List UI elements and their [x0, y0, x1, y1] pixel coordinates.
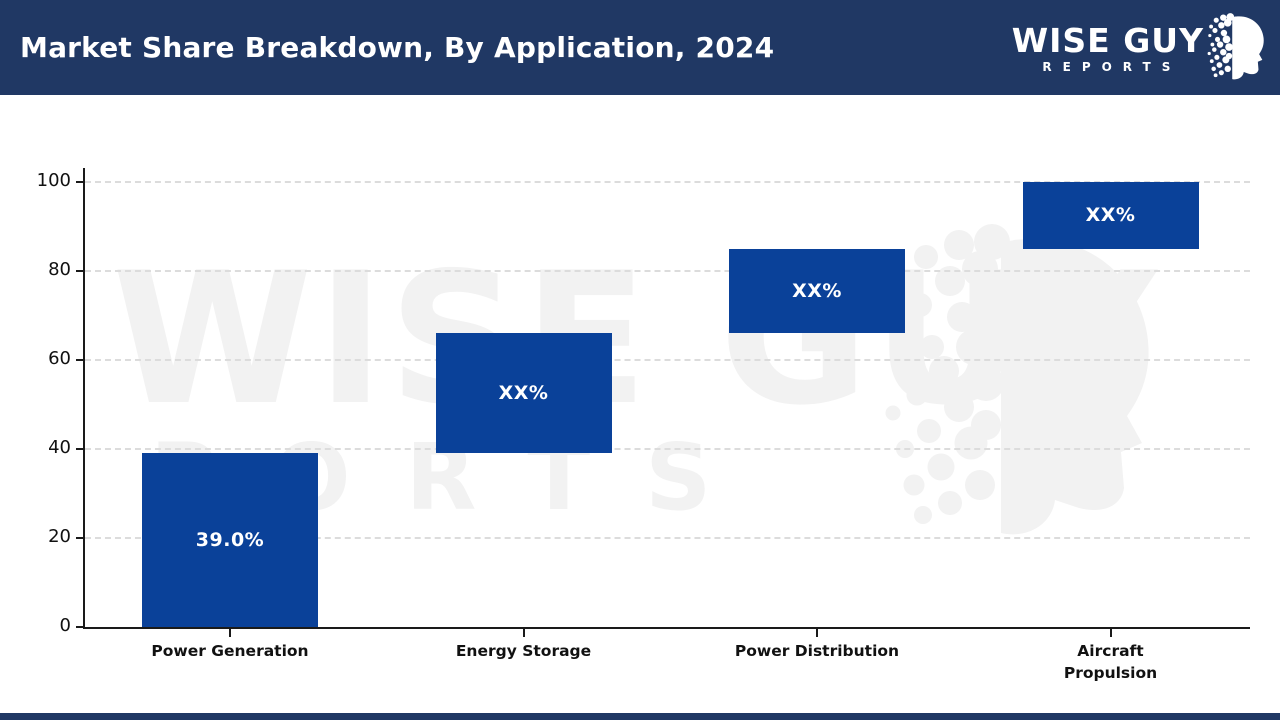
gridline-60	[85, 359, 1250, 361]
gridline-20	[85, 537, 1250, 539]
wiseguy-face-watermark-icon	[885, 224, 1149, 535]
wiseguy-logo: WISE GUY REPORTS	[1012, 10, 1270, 88]
x-axis-label-power-distribution: Power Distribution	[734, 642, 900, 660]
x-axis-tick	[229, 629, 231, 637]
x-axis-tick	[1109, 629, 1112, 637]
y-axis-tick	[76, 448, 84, 450]
bar-value-label: XX%	[1085, 204, 1136, 227]
gridline-40	[85, 448, 1250, 450]
bar-power-generation: 39.0%	[142, 453, 318, 627]
header-bar: Market Share Breakdown, By Application, …	[0, 0, 1280, 95]
bar-value-label: XX%	[498, 382, 549, 405]
y-axis-tick	[76, 270, 84, 272]
x-axis-tick	[522, 629, 525, 637]
y-axis-tick	[76, 359, 84, 361]
x-axis-line	[83, 627, 1250, 629]
x-axis-label-energy-storage: Energy Storage	[455, 642, 592, 660]
y-axis-tick	[76, 626, 84, 628]
bar-value-label: XX%	[792, 280, 842, 303]
bar-power-distribution: XX%	[729, 248, 905, 334]
logo-sub-text: REPORTS	[1042, 60, 1182, 75]
chart-title: Market Share Breakdown, By Application, …	[20, 31, 775, 64]
y-axis-tick-label: 20	[48, 526, 71, 547]
logo-brand-text: WISE GUY	[1011, 20, 1204, 60]
y-axis-tick-label: 0	[59, 615, 71, 636]
footer-bar	[0, 713, 1280, 720]
y-axis-tick-label: 80	[48, 259, 71, 280]
y-axis-tick	[76, 537, 84, 539]
x-axis-label-aircraft-propulsion: Aircraft Propulsion	[1063, 642, 1158, 682]
y-axis-tick-label: 100	[36, 170, 71, 191]
bar-energy-storage: XX%	[435, 333, 612, 454]
chart-plot-area: 0 20 40 60 80 100 39.0% Power Generation XX% Ener…	[0, 95, 1280, 713]
y-axis-tick-label: 60	[48, 348, 71, 369]
y-axis-line	[83, 168, 85, 629]
gridline-80	[85, 270, 1250, 272]
gridline-100	[85, 181, 1250, 183]
bar-value-label: 39.0%	[195, 529, 265, 552]
wiseguy-face-icon	[1207, 13, 1264, 80]
bar-aircraft-propulsion: XX%	[1022, 182, 1199, 249]
y-axis-tick-label: 40	[48, 437, 71, 458]
x-axis-tick	[816, 629, 818, 637]
y-axis-tick	[76, 181, 84, 183]
x-axis-label-power-generation: Power Generation	[151, 642, 309, 660]
